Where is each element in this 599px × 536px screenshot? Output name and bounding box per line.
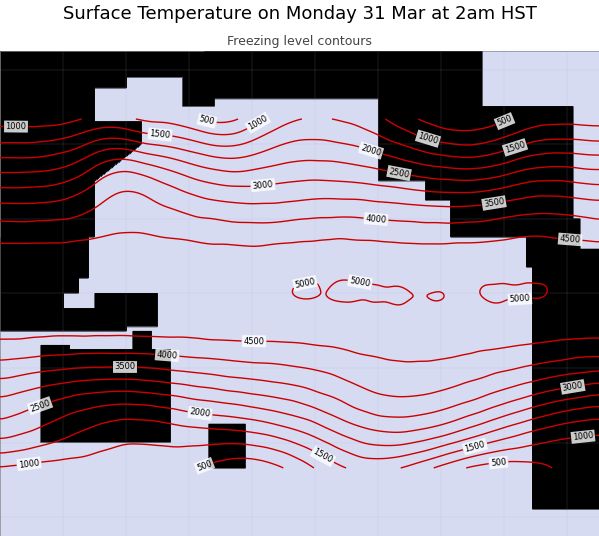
Text: 2500: 2500 xyxy=(388,167,410,180)
Text: 500: 500 xyxy=(195,459,213,473)
Text: 3500: 3500 xyxy=(483,197,505,209)
Text: 1000: 1000 xyxy=(572,431,594,442)
Text: 3500: 3500 xyxy=(114,362,135,371)
Text: 1000: 1000 xyxy=(18,458,40,470)
Text: 3000: 3000 xyxy=(252,180,274,191)
Text: 3000: 3000 xyxy=(562,381,584,393)
Text: 1500: 1500 xyxy=(311,448,334,465)
Text: 5000: 5000 xyxy=(294,277,316,289)
Text: 1500: 1500 xyxy=(504,140,527,155)
Text: 4000: 4000 xyxy=(365,214,387,225)
Text: 500: 500 xyxy=(495,114,513,128)
Text: 5000: 5000 xyxy=(349,276,371,288)
Text: 1000: 1000 xyxy=(5,122,26,131)
Text: 5000: 5000 xyxy=(509,294,531,304)
Text: 500: 500 xyxy=(198,115,216,127)
Text: 1000: 1000 xyxy=(417,131,439,146)
Text: 1500: 1500 xyxy=(464,440,486,453)
Text: 1000: 1000 xyxy=(247,114,270,132)
Text: 500: 500 xyxy=(490,457,507,468)
Text: Freezing level contours: Freezing level contours xyxy=(227,35,372,48)
Text: 4500: 4500 xyxy=(243,337,265,346)
Text: 2000: 2000 xyxy=(189,407,211,419)
Text: 4500: 4500 xyxy=(559,234,581,245)
Text: 2500: 2500 xyxy=(29,398,52,413)
Text: Surface Temperature on Monday 31 Mar at 2am HST: Surface Temperature on Monday 31 Mar at … xyxy=(62,5,537,23)
Text: 1500: 1500 xyxy=(149,129,171,140)
Text: 2000: 2000 xyxy=(359,143,382,158)
Text: 4000: 4000 xyxy=(156,350,178,361)
